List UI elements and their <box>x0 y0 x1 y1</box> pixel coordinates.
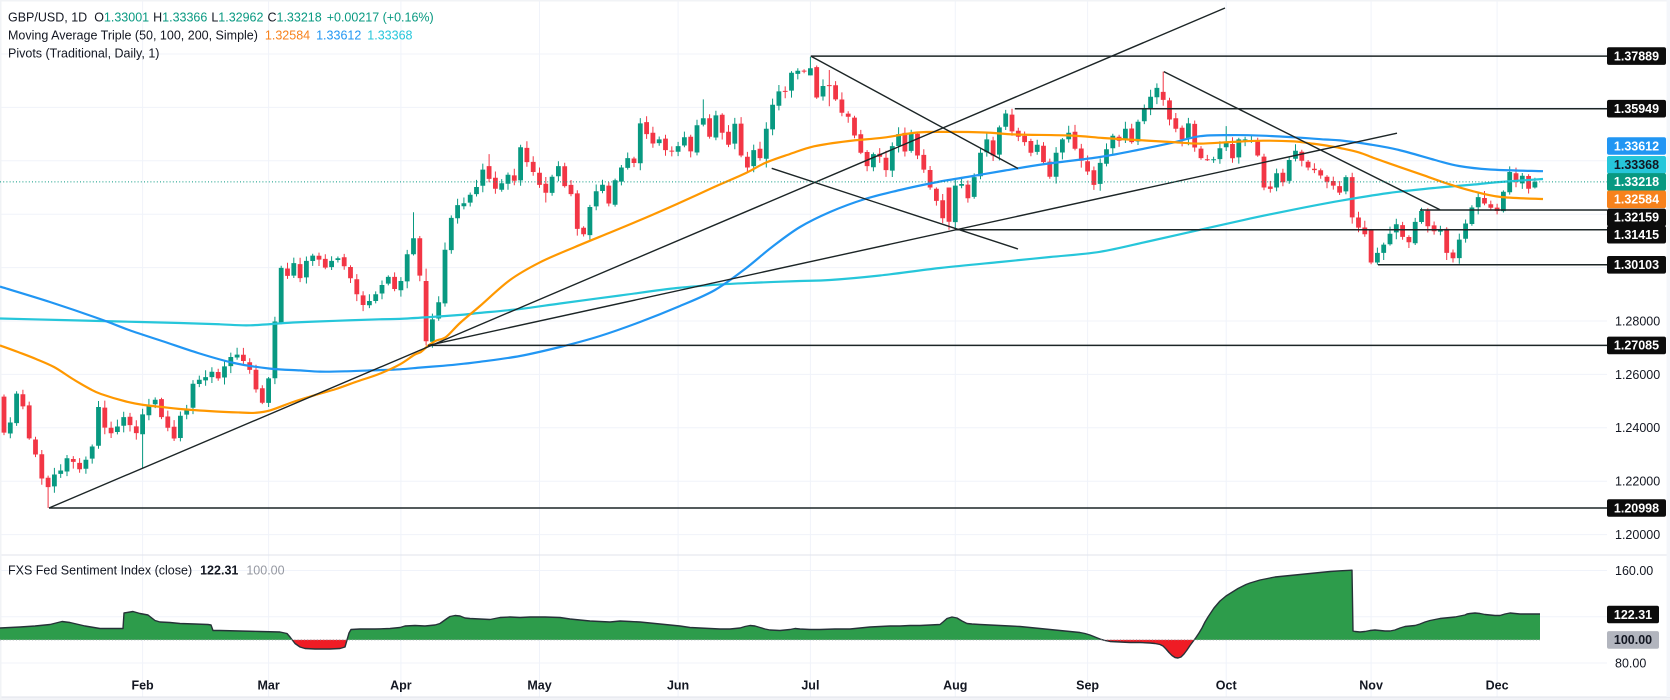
svg-text:1.37889: 1.37889 <box>1614 49 1659 63</box>
svg-text:Aug: Aug <box>943 678 967 692</box>
svg-text:1.26000: 1.26000 <box>1615 368 1660 382</box>
svg-text:1.32159: 1.32159 <box>1614 211 1659 225</box>
svg-text:Apr: Apr <box>390 678 412 692</box>
svg-text:122.31: 122.31 <box>1614 608 1652 622</box>
svg-text:FXS Fed Sentiment Index (close: FXS Fed Sentiment Index (close) 122.31 100… <box>8 563 285 577</box>
svg-text:100.00: 100.00 <box>1614 633 1652 647</box>
svg-text:1.33612: 1.33612 <box>1614 139 1659 153</box>
svg-text:1.35949: 1.35949 <box>1614 102 1659 116</box>
svg-text:1.24000: 1.24000 <box>1615 421 1660 435</box>
svg-text:160.00: 160.00 <box>1615 564 1653 578</box>
svg-text:Dec: Dec <box>1486 678 1509 692</box>
svg-text:Nov: Nov <box>1359 678 1383 692</box>
svg-text:Jul: Jul <box>801 678 819 692</box>
svg-text:1.28000: 1.28000 <box>1615 314 1660 328</box>
svg-text:Oct: Oct <box>1216 678 1238 692</box>
svg-text:1.20998: 1.20998 <box>1614 501 1659 515</box>
svg-text:1.20000: 1.20000 <box>1615 528 1660 542</box>
svg-text:May: May <box>527 678 551 692</box>
svg-text:Moving Average Triple (50, 100: Moving Average Triple (50, 100, 200, Sim… <box>8 28 413 42</box>
svg-text:1.33218: 1.33218 <box>1614 175 1659 189</box>
svg-text:1.30103: 1.30103 <box>1614 258 1659 272</box>
svg-text:1.32584: 1.32584 <box>1614 193 1659 207</box>
svg-text:1.22000: 1.22000 <box>1615 475 1660 489</box>
svg-text:80.00: 80.00 <box>1615 656 1646 670</box>
svg-text:Pivots (Traditional, Daily, 1): Pivots (Traditional, Daily, 1) <box>8 46 159 60</box>
svg-text:1.33368: 1.33368 <box>1614 158 1659 172</box>
svg-text:Jun: Jun <box>667 678 689 692</box>
svg-text:Sep: Sep <box>1076 678 1099 692</box>
svg-text:1.27085: 1.27085 <box>1614 339 1659 353</box>
svg-text:1.31415: 1.31415 <box>1614 228 1659 242</box>
svg-text:Mar: Mar <box>257 678 279 692</box>
svg-text:Feb: Feb <box>131 678 154 692</box>
